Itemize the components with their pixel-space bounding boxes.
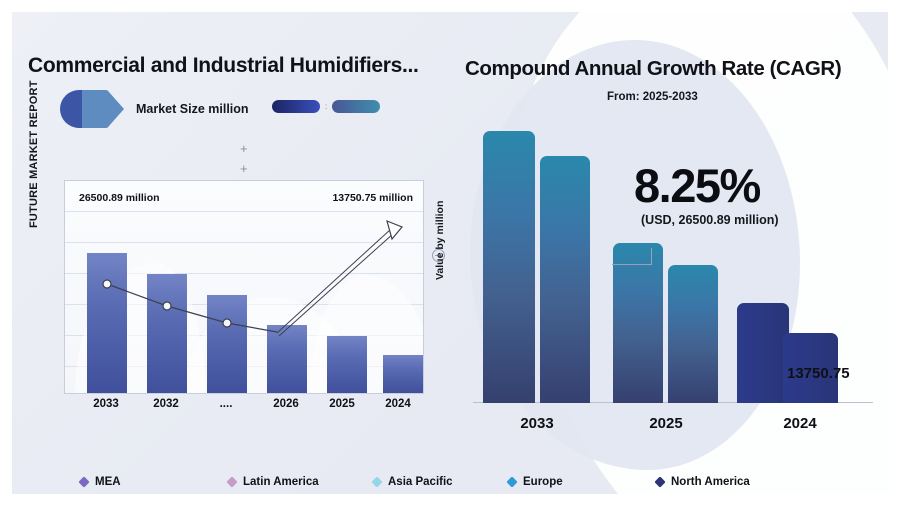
page-edge-right — [888, 0, 900, 506]
x-label-2032: 2032 — [153, 398, 179, 410]
y-axis-right-title: Value by million — [434, 200, 446, 280]
right-chart-value-label: 13750.75 — [787, 365, 850, 382]
bar-2026 — [267, 325, 307, 393]
bar-2024 — [383, 354, 423, 393]
gradient-pill-secondary — [332, 100, 381, 113]
y-axis-left-title: FUTURE MARKET REPORT — [28, 80, 40, 228]
legend-label: MEA — [95, 476, 121, 488]
right-x-label-2025: 2025 — [649, 415, 683, 432]
legend-marker-icon — [506, 476, 518, 488]
bar-2025 — [327, 335, 367, 393]
trend-line-overlay — [102, 219, 403, 337]
trend-marker — [102, 279, 112, 289]
gridline — [65, 273, 423, 274]
legend-item-mea[interactable]: MEA — [78, 476, 228, 488]
legend-item-north-america[interactable]: North America — [654, 476, 750, 488]
trend-marker — [222, 318, 232, 328]
cagr-note: (USD, 26500.89 million) — [641, 213, 779, 227]
bar-2032 — [147, 274, 187, 393]
left-chart: FUTURE MARKET REPORT Value by million — [28, 80, 450, 442]
right-chart: 13750.75 2033 2025 2024 — [465, 120, 885, 450]
growth-arrow-shaft-b — [278, 232, 395, 337]
growth-arrow-head-icon — [386, 219, 403, 241]
page-edge-top — [0, 0, 900, 12]
legend-marker-icon — [371, 476, 383, 488]
corner-bracket-icon — [612, 248, 652, 265]
left-panel-title: Commercial and Industrial Humidifiers... — [28, 54, 419, 77]
x-label-2024: 2024 — [385, 398, 411, 410]
right-bar-2024-secondary — [783, 333, 838, 403]
right-panel-subtitle: From: 2025-2033 — [607, 91, 698, 103]
left-chart-plot-area: 26500.89 million 13750.75 million — [64, 180, 424, 394]
legend-item-latin-america[interactable]: Latin America — [226, 476, 373, 488]
legend-label: Europe — [523, 476, 563, 488]
legend-label: North America — [671, 476, 750, 488]
growth-arrow-shaft-a — [276, 228, 392, 334]
bar-dots — [207, 295, 247, 393]
right-panel-title: Compound Annual Growth Rate (CAGR) — [465, 57, 842, 80]
right-x-label-2033: 2033 — [520, 415, 554, 432]
left-chart-x-axis: 2033 2032 .... 2026 2025 2024 — [64, 398, 424, 418]
two-lobe-logo-icon — [60, 90, 124, 128]
bar-2033 — [87, 253, 127, 393]
legend-marker-icon — [226, 476, 238, 488]
legend-item-europe[interactable]: Europe — [506, 476, 656, 488]
gradient-pill-primary — [272, 100, 320, 113]
legend-label: Asia Pacific — [388, 476, 453, 488]
page-edge-left — [0, 0, 12, 506]
brand-label: Market Size million — [136, 102, 249, 116]
value-label-right: 13750.75 million — [332, 192, 413, 204]
legend-marker-icon — [654, 476, 666, 488]
legend-marker-icon — [78, 476, 90, 488]
right-x-label-2024: 2024 — [783, 415, 817, 432]
gridline — [65, 242, 423, 243]
right-bar-2033-secondary — [540, 156, 590, 403]
brand-row: Market Size million — [60, 90, 249, 128]
x-label-2026: 2026 — [273, 398, 299, 410]
plus-icon-2: + — [240, 161, 248, 176]
x-label-2033: 2033 — [93, 398, 119, 410]
x-label-2025: 2025 — [329, 398, 355, 410]
pill-separator-icon: : — [325, 101, 328, 111]
gridline — [65, 211, 423, 212]
right-bar-2024-primary — [737, 303, 789, 403]
right-bar-2025-primary — [613, 243, 663, 403]
left-chart-bars — [65, 181, 423, 393]
gradient-pill-group: : — [272, 100, 381, 113]
page-edge-bottom — [0, 494, 900, 506]
cagr-value: 8.25% — [634, 159, 761, 212]
legend-item-asia-pacific[interactable]: Asia Pacific — [371, 476, 508, 488]
logo-lobe-right — [82, 90, 124, 128]
right-bar-2033-primary — [483, 131, 535, 403]
trend-line-path — [106, 283, 278, 333]
value-label-left: 26500.89 million — [79, 192, 160, 204]
plus-icon-1: + — [240, 141, 248, 156]
trend-marker — [162, 301, 172, 311]
chart-legend: MEA Latin America Asia Pacific Europe No… — [78, 476, 870, 488]
x-label-dots: .... — [219, 398, 233, 410]
legend-label: Latin America — [243, 476, 319, 488]
right-bar-2025-secondary — [668, 265, 718, 403]
minus-circle-icon — [432, 249, 445, 262]
